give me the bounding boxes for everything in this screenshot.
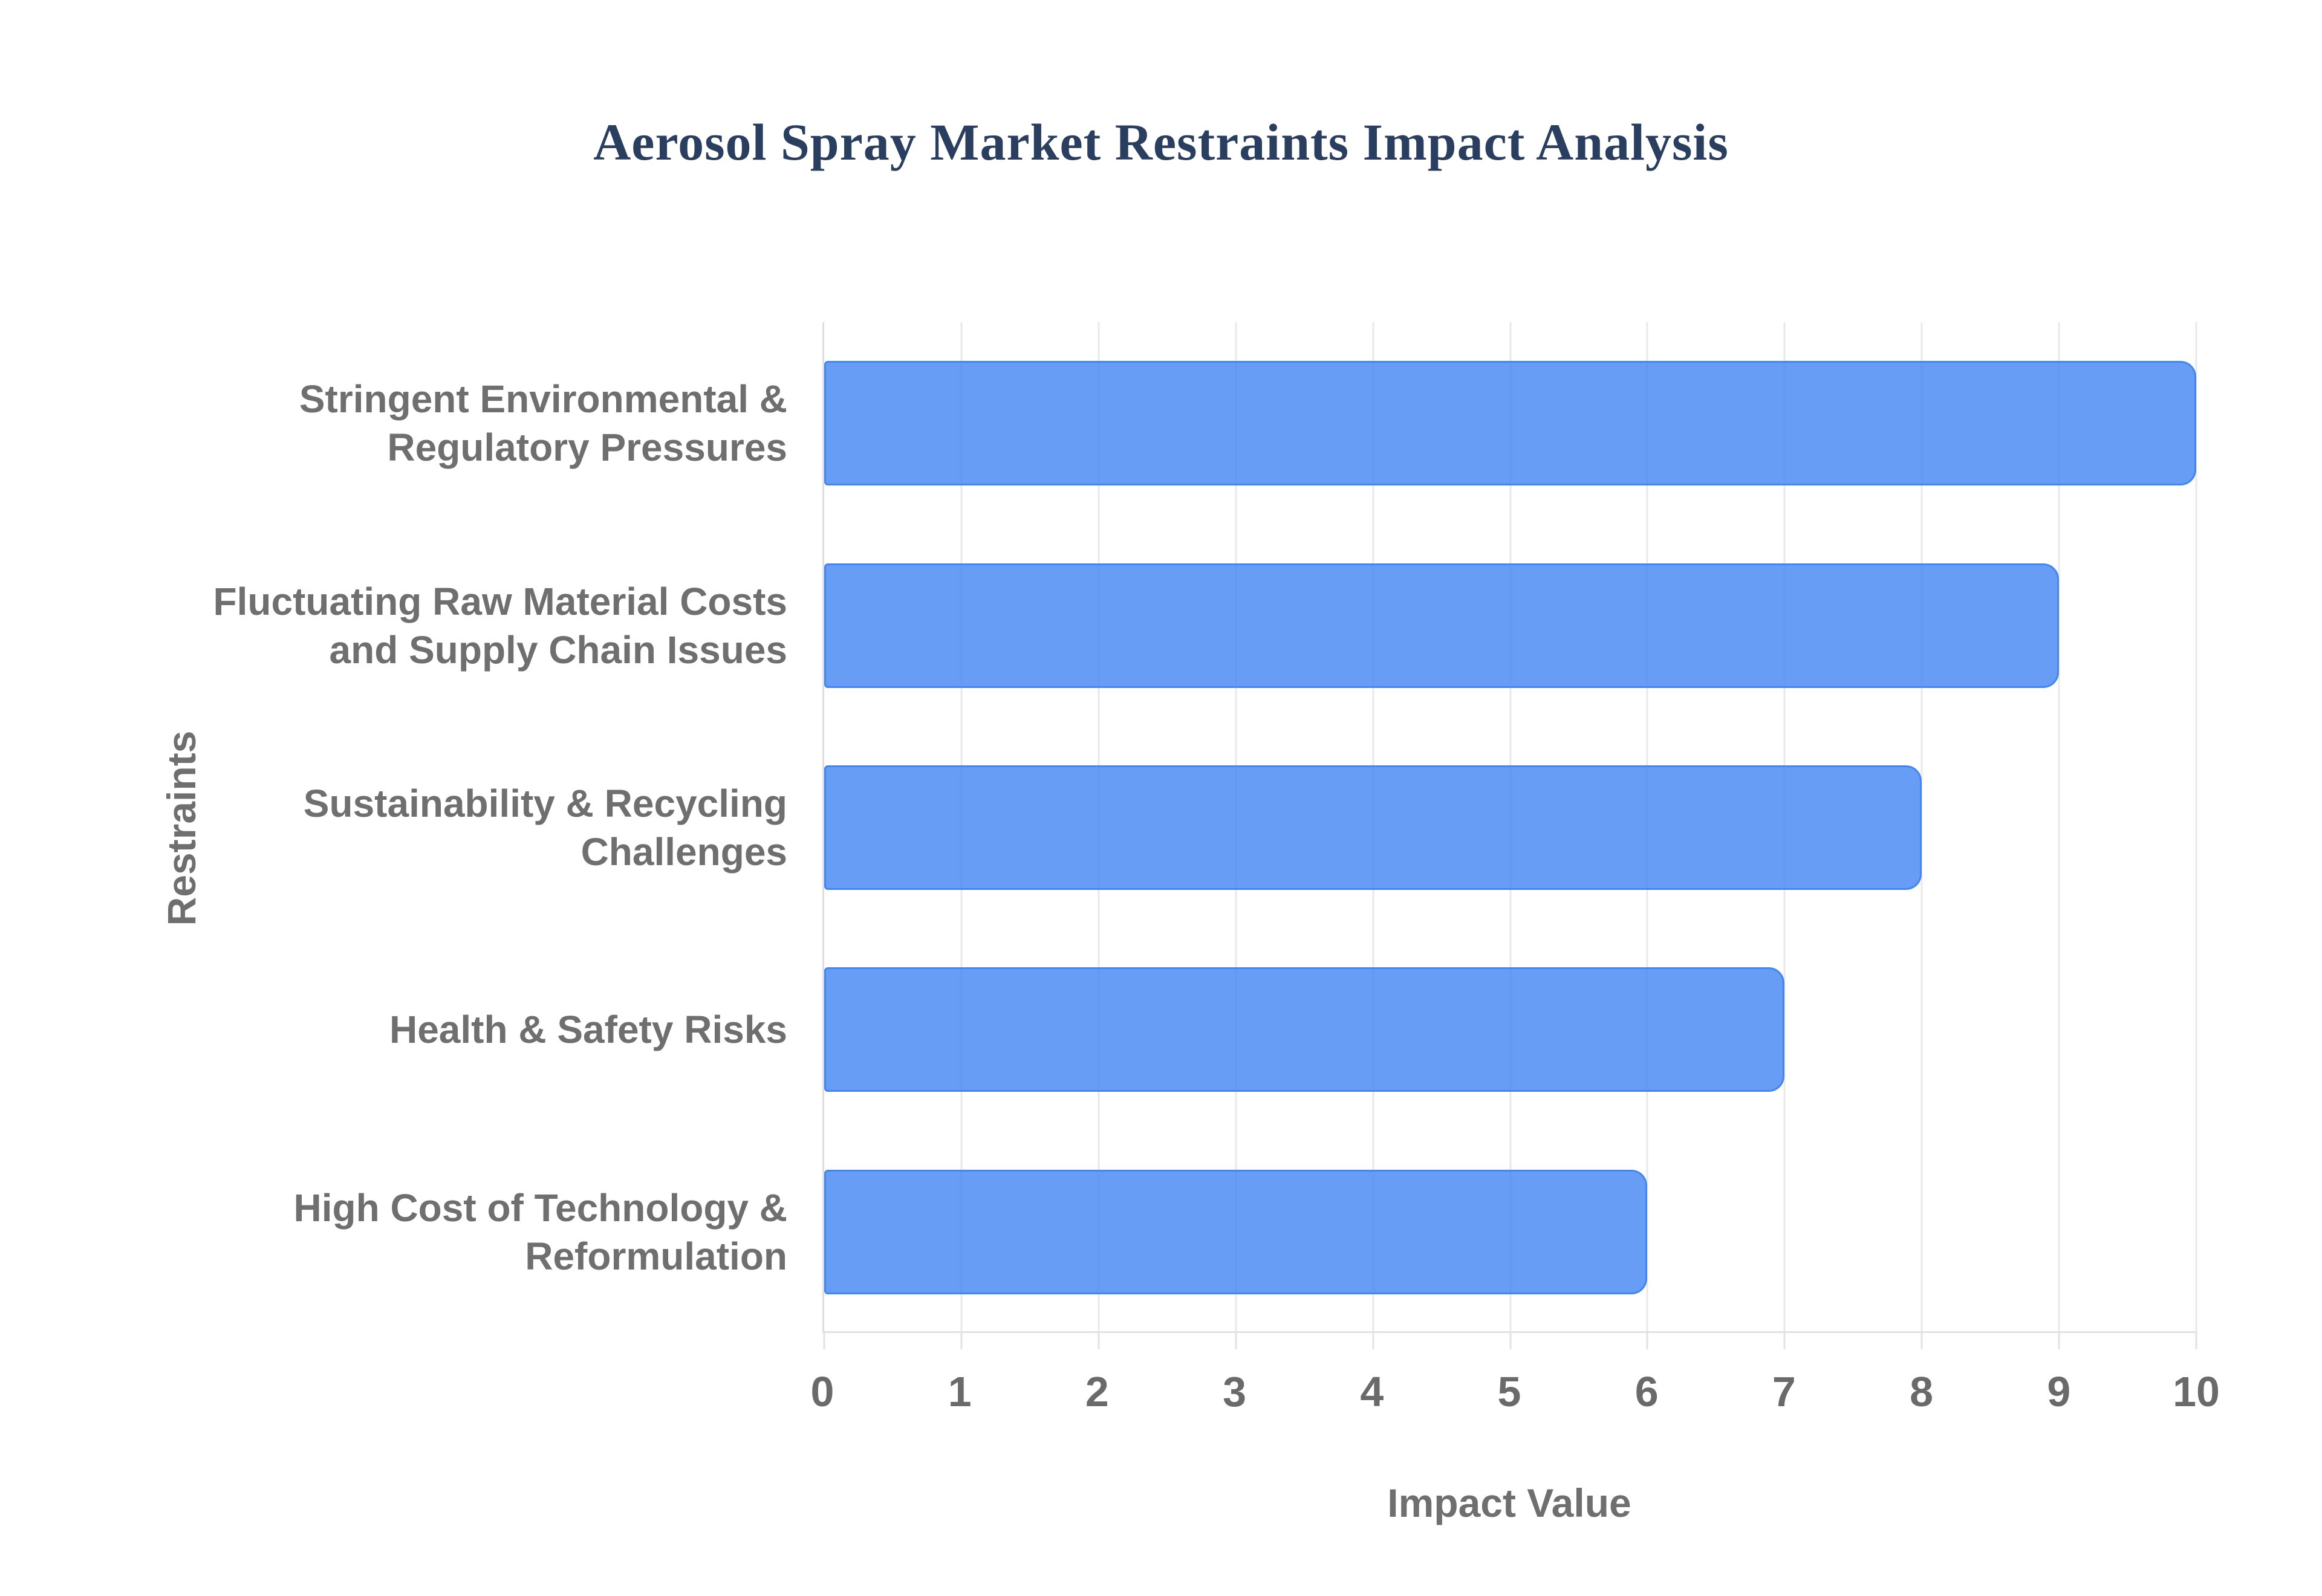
category-label-line: Sustainability & Recycling — [303, 781, 787, 825]
gridline — [2058, 322, 2060, 1331]
plot-area — [822, 322, 2197, 1349]
category-label-line: Health & Safety Risks — [389, 1008, 787, 1052]
bar-3[interactable] — [824, 765, 1922, 890]
category-axis-labels: Stringent Environmental & Regulatory Pres… — [0, 322, 787, 1333]
category-label: Health & Safety Risks — [0, 929, 787, 1130]
tick-mark — [1646, 1331, 1648, 1349]
category-label-line: Challenges — [580, 829, 787, 874]
x-tick-label: 3 — [1223, 1368, 1247, 1415]
category-label-line: High Cost of Technology & — [293, 1186, 787, 1230]
bar-row — [824, 1131, 2196, 1333]
tick-mark — [1098, 1331, 1100, 1349]
x-axis-ticks: 0 1 2 3 4 5 6 7 8 9 10 — [811, 1367, 2220, 1422]
bar-row — [824, 524, 2196, 726]
bar-row — [824, 322, 2196, 524]
x-tick-label: 7 — [1772, 1368, 1796, 1415]
category-label: Stringent Environmental & Regulatory Pres… — [0, 322, 787, 524]
x-axis-title: Impact Value — [1387, 1481, 1631, 1525]
gridline — [2195, 322, 2197, 1331]
x-tick-label: 8 — [1910, 1368, 1934, 1415]
x-tick-label: 10 — [2173, 1368, 2220, 1415]
category-label: Fluctuating Raw Material Costs and Supply… — [0, 524, 787, 726]
gridline — [1920, 322, 1923, 1331]
bar-4[interactable] — [824, 967, 1785, 1092]
tick-mark — [823, 1331, 825, 1349]
category-label: High Cost of Technology & Reformulation — [0, 1131, 787, 1333]
chart-title: Aerosol Spray Market Restraints Impact A… — [593, 113, 1729, 171]
tick-mark — [1509, 1331, 1511, 1349]
bar-row — [824, 727, 2196, 929]
x-tick-label: 9 — [2047, 1368, 2071, 1415]
category-label: Sustainability & Recycling Challenges — [0, 727, 787, 929]
category-label-line: Regulatory Pressures — [387, 426, 787, 470]
x-tick-label: 0 — [810, 1368, 834, 1415]
tick-mark — [1372, 1331, 1374, 1349]
tick-mark — [2058, 1331, 2060, 1349]
tick-mark — [1235, 1331, 1237, 1349]
x-tick-label: 5 — [1497, 1368, 1521, 1415]
tick-mark — [1783, 1331, 1786, 1349]
tick-mark — [1920, 1331, 1923, 1349]
bar-2[interactable] — [824, 563, 2060, 688]
x-tick-label: 4 — [1360, 1368, 1384, 1415]
bar-row — [824, 929, 2196, 1130]
category-label-line: Fluctuating Raw Material Costs — [213, 579, 787, 623]
category-label-line: Stringent Environmental & — [299, 377, 787, 421]
category-label-line: Reformulation — [525, 1234, 787, 1278]
bar-1[interactable] — [824, 361, 2196, 486]
bar-5[interactable] — [824, 1169, 1648, 1294]
tick-mark — [960, 1331, 963, 1349]
x-tick-label: 2 — [1085, 1368, 1109, 1415]
tick-mark — [2195, 1331, 2197, 1349]
category-label-line: and Supply Chain Issues — [329, 628, 788, 672]
x-tick-label: 1 — [948, 1368, 972, 1415]
x-tick-label: 6 — [1634, 1368, 1659, 1415]
